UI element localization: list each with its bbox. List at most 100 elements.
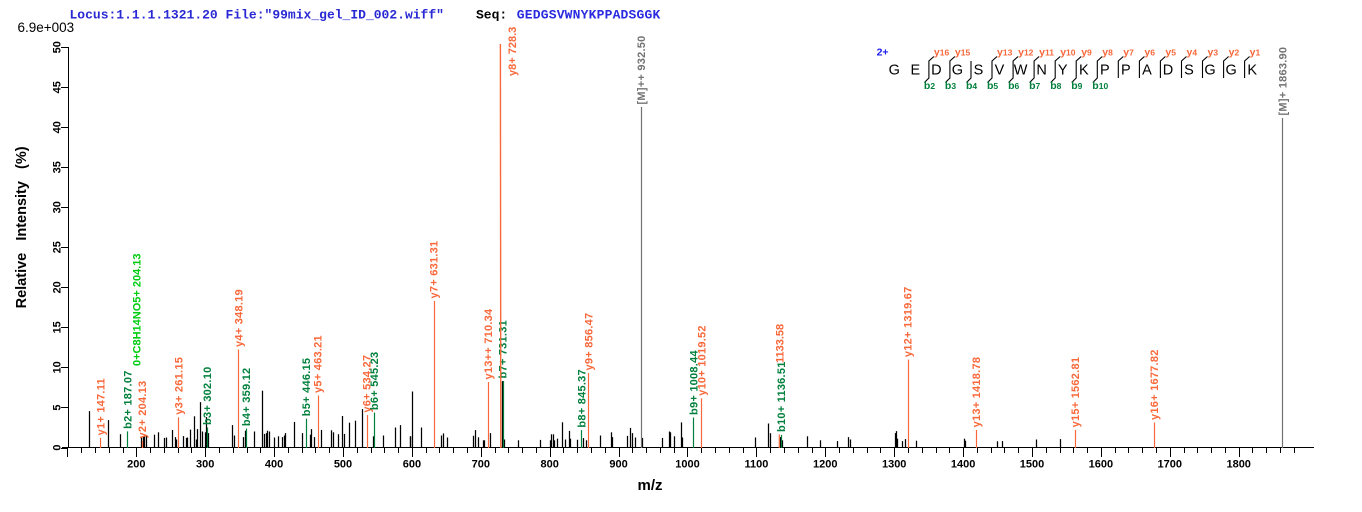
svg-text:[M]+ 1863.90: [M]+ 1863.90 <box>1277 47 1289 116</box>
svg-text:y9+ 856.47: y9+ 856.47 <box>584 313 596 371</box>
svg-text:b2+ 187.07: b2+ 187.07 <box>122 370 134 428</box>
svg-text:y5: y5 <box>1165 47 1176 59</box>
svg-text:500: 500 <box>334 459 352 471</box>
svg-text:E: E <box>910 63 920 79</box>
svg-text:y15+ 1562.81: y15+ 1562.81 <box>1070 357 1082 428</box>
svg-text:y12+ 1319.67: y12+ 1319.67 <box>903 286 915 357</box>
svg-text:700: 700 <box>472 459 490 471</box>
svg-text:G: G <box>889 63 900 79</box>
svg-text:b6: b6 <box>1008 80 1019 92</box>
svg-text:y13+ 1418.78: y13+ 1418.78 <box>971 357 983 428</box>
svg-text:20: 20 <box>52 281 64 293</box>
svg-text:y1: y1 <box>1250 47 1261 59</box>
svg-text:K: K <box>1247 63 1257 79</box>
svg-text:b5+ 446.15: b5+ 446.15 <box>301 358 313 416</box>
svg-text:900: 900 <box>609 459 627 471</box>
svg-text:30: 30 <box>52 201 64 213</box>
svg-text:0: 0 <box>52 444 64 450</box>
svg-text:Locus:1.1.1.1321.20 File:"99mi: Locus:1.1.1.1321.20 File:"99mix_gel_ID_0… <box>70 8 444 23</box>
svg-text:y16: y16 <box>934 47 950 59</box>
svg-text:5: 5 <box>52 404 64 410</box>
svg-text:y15: y15 <box>955 47 971 59</box>
svg-text:200: 200 <box>127 459 145 471</box>
svg-text:y12: y12 <box>1018 47 1034 59</box>
svg-text:G: G <box>1204 63 1215 79</box>
svg-text:10: 10 <box>52 361 64 373</box>
svg-text:y8: y8 <box>1102 47 1113 59</box>
svg-text:1600: 1600 <box>1089 459 1113 471</box>
svg-text:y1+ 147.11: y1+ 147.11 <box>95 378 107 435</box>
svg-text:S: S <box>1184 63 1194 79</box>
svg-text:25: 25 <box>52 241 64 253</box>
svg-text:y2: y2 <box>1229 47 1240 59</box>
svg-text:b8: b8 <box>1050 80 1061 92</box>
svg-text:6.9e+003: 6.9e+003 <box>18 20 75 35</box>
svg-text:GEDGSVWNYKPPADSGGK: GEDGSVWNYKPPADSGGK <box>517 8 661 23</box>
svg-text:300: 300 <box>196 459 214 471</box>
svg-text:b4: b4 <box>966 80 977 92</box>
svg-text:y3+ 261.15: y3+ 261.15 <box>173 357 185 415</box>
svg-text:y8+ 728.3: y8+ 728.3 <box>507 27 519 76</box>
svg-text:y2+ 204.13: y2+ 204.13 <box>137 381 149 439</box>
svg-text:y4+ 348.19: y4+ 348.19 <box>234 289 246 347</box>
svg-text:y9: y9 <box>1081 47 1092 59</box>
svg-text:2+: 2+ <box>877 47 889 59</box>
svg-text:y4: y4 <box>1187 47 1198 59</box>
svg-text:K: K <box>1079 63 1089 79</box>
svg-text:y7+ 631.31: y7+ 631.31 <box>429 241 441 299</box>
svg-text:b2: b2 <box>924 80 935 92</box>
svg-text:b8+ 845.37: b8+ 845.37 <box>576 369 588 427</box>
svg-text:y5+ 463.21: y5+ 463.21 <box>313 335 325 393</box>
svg-text:D: D <box>931 63 941 79</box>
svg-text:b9: b9 <box>1071 80 1082 92</box>
svg-text:P: P <box>1121 63 1131 79</box>
svg-text:40: 40 <box>52 121 64 133</box>
svg-text:800: 800 <box>541 459 559 471</box>
svg-text:G: G <box>952 63 963 79</box>
svg-text:0+C8H14NO5+ 204.13: 0+C8H14NO5+ 204.13 <box>132 253 144 366</box>
svg-text:400: 400 <box>265 459 283 471</box>
svg-text:Relative Intensity (%): Relative Intensity (%) <box>14 146 30 308</box>
svg-text:1500: 1500 <box>1020 459 1044 471</box>
svg-text:D: D <box>1163 63 1173 79</box>
svg-text:y7: y7 <box>1123 47 1134 59</box>
svg-text:1200: 1200 <box>813 459 837 471</box>
svg-text:Y: Y <box>1058 63 1068 79</box>
svg-text:P: P <box>1100 63 1110 79</box>
svg-text:1400: 1400 <box>951 459 975 471</box>
svg-text:y3: y3 <box>1208 47 1219 59</box>
svg-text:b10: b10 <box>1092 80 1108 92</box>
svg-text:G: G <box>1225 63 1236 79</box>
svg-text:1800: 1800 <box>1226 459 1250 471</box>
svg-text:45: 45 <box>52 81 64 93</box>
svg-text:b3: b3 <box>945 80 956 92</box>
svg-text:y13: y13 <box>997 47 1013 59</box>
svg-text:b10+ 1136.51: b10+ 1136.51 <box>776 361 788 432</box>
svg-text:1000: 1000 <box>675 459 699 471</box>
svg-text:y13++ 710.34: y13++ 710.34 <box>483 308 495 380</box>
svg-text:y10+ 1019.52: y10+ 1019.52 <box>696 325 708 396</box>
svg-text:b3+ 302.10: b3+ 302.10 <box>202 367 214 425</box>
svg-text:b7: b7 <box>1029 80 1040 92</box>
svg-text:W: W <box>1014 63 1028 79</box>
svg-text:Seq:: Seq: <box>476 8 507 23</box>
svg-text:1700: 1700 <box>1158 459 1182 471</box>
svg-text:S: S <box>974 63 984 79</box>
svg-text:1100: 1100 <box>744 459 768 471</box>
svg-text:35: 35 <box>52 161 64 173</box>
svg-text:y10: y10 <box>1060 47 1076 59</box>
svg-text:[M]++ 932.50: [M]++ 932.50 <box>636 35 648 104</box>
svg-text:b4+ 359.12: b4+ 359.12 <box>241 368 253 426</box>
svg-text:V: V <box>995 63 1005 79</box>
svg-text:600: 600 <box>403 459 421 471</box>
svg-text:A: A <box>1142 63 1152 79</box>
svg-text:1133.58: 1133.58 <box>775 324 787 363</box>
svg-text:y6: y6 <box>1144 47 1155 59</box>
svg-text:b7+ 731.31: b7+ 731.31 <box>498 320 510 378</box>
svg-text:N: N <box>1036 63 1046 79</box>
svg-text:1300: 1300 <box>882 459 906 471</box>
svg-text:y16+ 1677.82: y16+ 1677.82 <box>1149 349 1161 420</box>
svg-text:y11: y11 <box>1039 47 1054 59</box>
svg-text:50: 50 <box>52 41 64 53</box>
svg-text:15: 15 <box>52 321 64 333</box>
